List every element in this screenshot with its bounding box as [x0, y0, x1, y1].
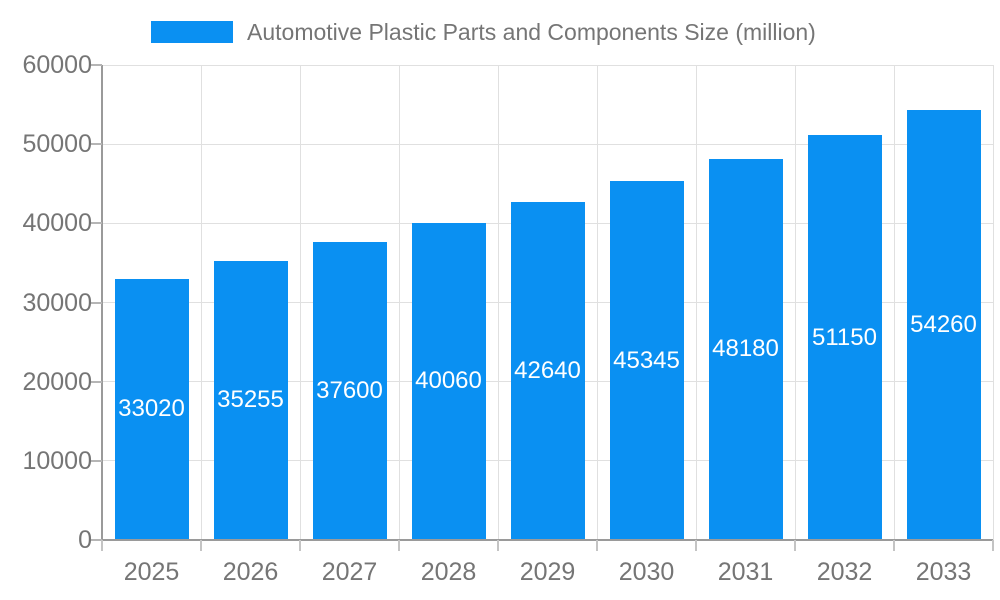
bar-2031[interactable]: 48180	[708, 158, 783, 540]
x-axis-tick	[596, 540, 598, 551]
y-axis-tick	[91, 459, 102, 462]
x-axis-tick	[695, 540, 697, 551]
y-axis-tick	[91, 380, 102, 383]
x-axis-category-label: 2032	[816, 558, 873, 586]
x-axis-category-label: 2029	[519, 558, 576, 586]
x-gridline	[596, 65, 598, 540]
x-axis-tick	[497, 540, 499, 551]
x-gridline	[893, 65, 895, 540]
x-axis-tick	[101, 540, 103, 551]
bar-2028[interactable]: 40060	[411, 222, 486, 540]
y-axis-tick-label: 50000	[22, 130, 92, 159]
y-axis-tick-label: 10000	[22, 446, 92, 475]
plot-area: 33020 35255 37600 40060 42640 45345 48180 51150…	[102, 64, 994, 540]
x-axis-category-label: 2025	[123, 558, 180, 586]
x-gridline	[299, 65, 301, 540]
bar-value-label: 35255	[217, 386, 284, 414]
x-gridline	[695, 65, 697, 540]
legend-swatch-icon	[151, 21, 233, 43]
legend-label: Automotive Plastic Parts and Components …	[247, 18, 816, 45]
bar-value-label: 51150	[812, 323, 877, 351]
x-axis-tick	[299, 540, 301, 551]
bar-value-label: 42640	[514, 357, 581, 385]
y-axis-tick-label: 30000	[22, 288, 92, 317]
x-axis-tick	[992, 540, 994, 551]
x-gridline	[200, 65, 202, 540]
y-axis-tick	[91, 143, 102, 146]
x-axis-category-label: 2028	[420, 558, 477, 586]
x-gridline	[992, 65, 994, 540]
bar-2032[interactable]: 51150	[807, 135, 882, 540]
bar-2033[interactable]: 54260	[906, 110, 981, 540]
y-axis-tick-label: 0	[78, 526, 92, 554]
bar-2026[interactable]: 35255	[213, 260, 288, 540]
bar-value-label: 54260	[910, 311, 977, 339]
x-axis-category-label: 2027	[321, 558, 378, 586]
bar-2027[interactable]: 37600	[312, 242, 387, 540]
bar-2029[interactable]: 42640	[510, 202, 585, 540]
x-gridline	[794, 65, 796, 540]
x-axis-tick	[200, 540, 202, 551]
y-gridline	[102, 143, 993, 145]
bar-value-label: 48180	[712, 335, 779, 363]
bar-2030[interactable]: 45345	[609, 181, 684, 540]
y-axis-tick	[91, 539, 102, 541]
x-axis-tick	[398, 540, 400, 551]
x-axis-line	[91, 539, 993, 541]
x-axis-category-label: 2026	[222, 558, 279, 586]
bar-value-label: 40060	[415, 367, 482, 395]
chart-legend[interactable]: Automotive Plastic Parts and Components …	[151, 18, 816, 45]
bar-value-label: 33020	[118, 395, 185, 423]
x-axis-tick	[893, 540, 895, 551]
y-axis-tick-label: 60000	[22, 51, 92, 79]
bar-value-label: 45345	[613, 346, 680, 374]
x-axis-tick	[794, 540, 796, 551]
y-axis-tick-label: 40000	[22, 209, 92, 238]
y-gridline	[102, 64, 993, 66]
x-axis-category-label: 2030	[618, 558, 675, 586]
x-gridline	[398, 65, 400, 540]
bar-2025[interactable]: 33020	[114, 278, 189, 540]
x-axis-category-label: 2033	[915, 558, 972, 586]
y-axis-line	[101, 65, 103, 551]
y-axis-tick	[91, 64, 102, 66]
x-axis-category-label: 2031	[717, 558, 774, 586]
y-axis-tick	[91, 222, 102, 225]
y-axis-tick	[91, 301, 102, 304]
x-gridline	[497, 65, 499, 540]
bar-value-label: 37600	[316, 377, 383, 405]
y-axis-tick-label: 20000	[22, 367, 92, 396]
